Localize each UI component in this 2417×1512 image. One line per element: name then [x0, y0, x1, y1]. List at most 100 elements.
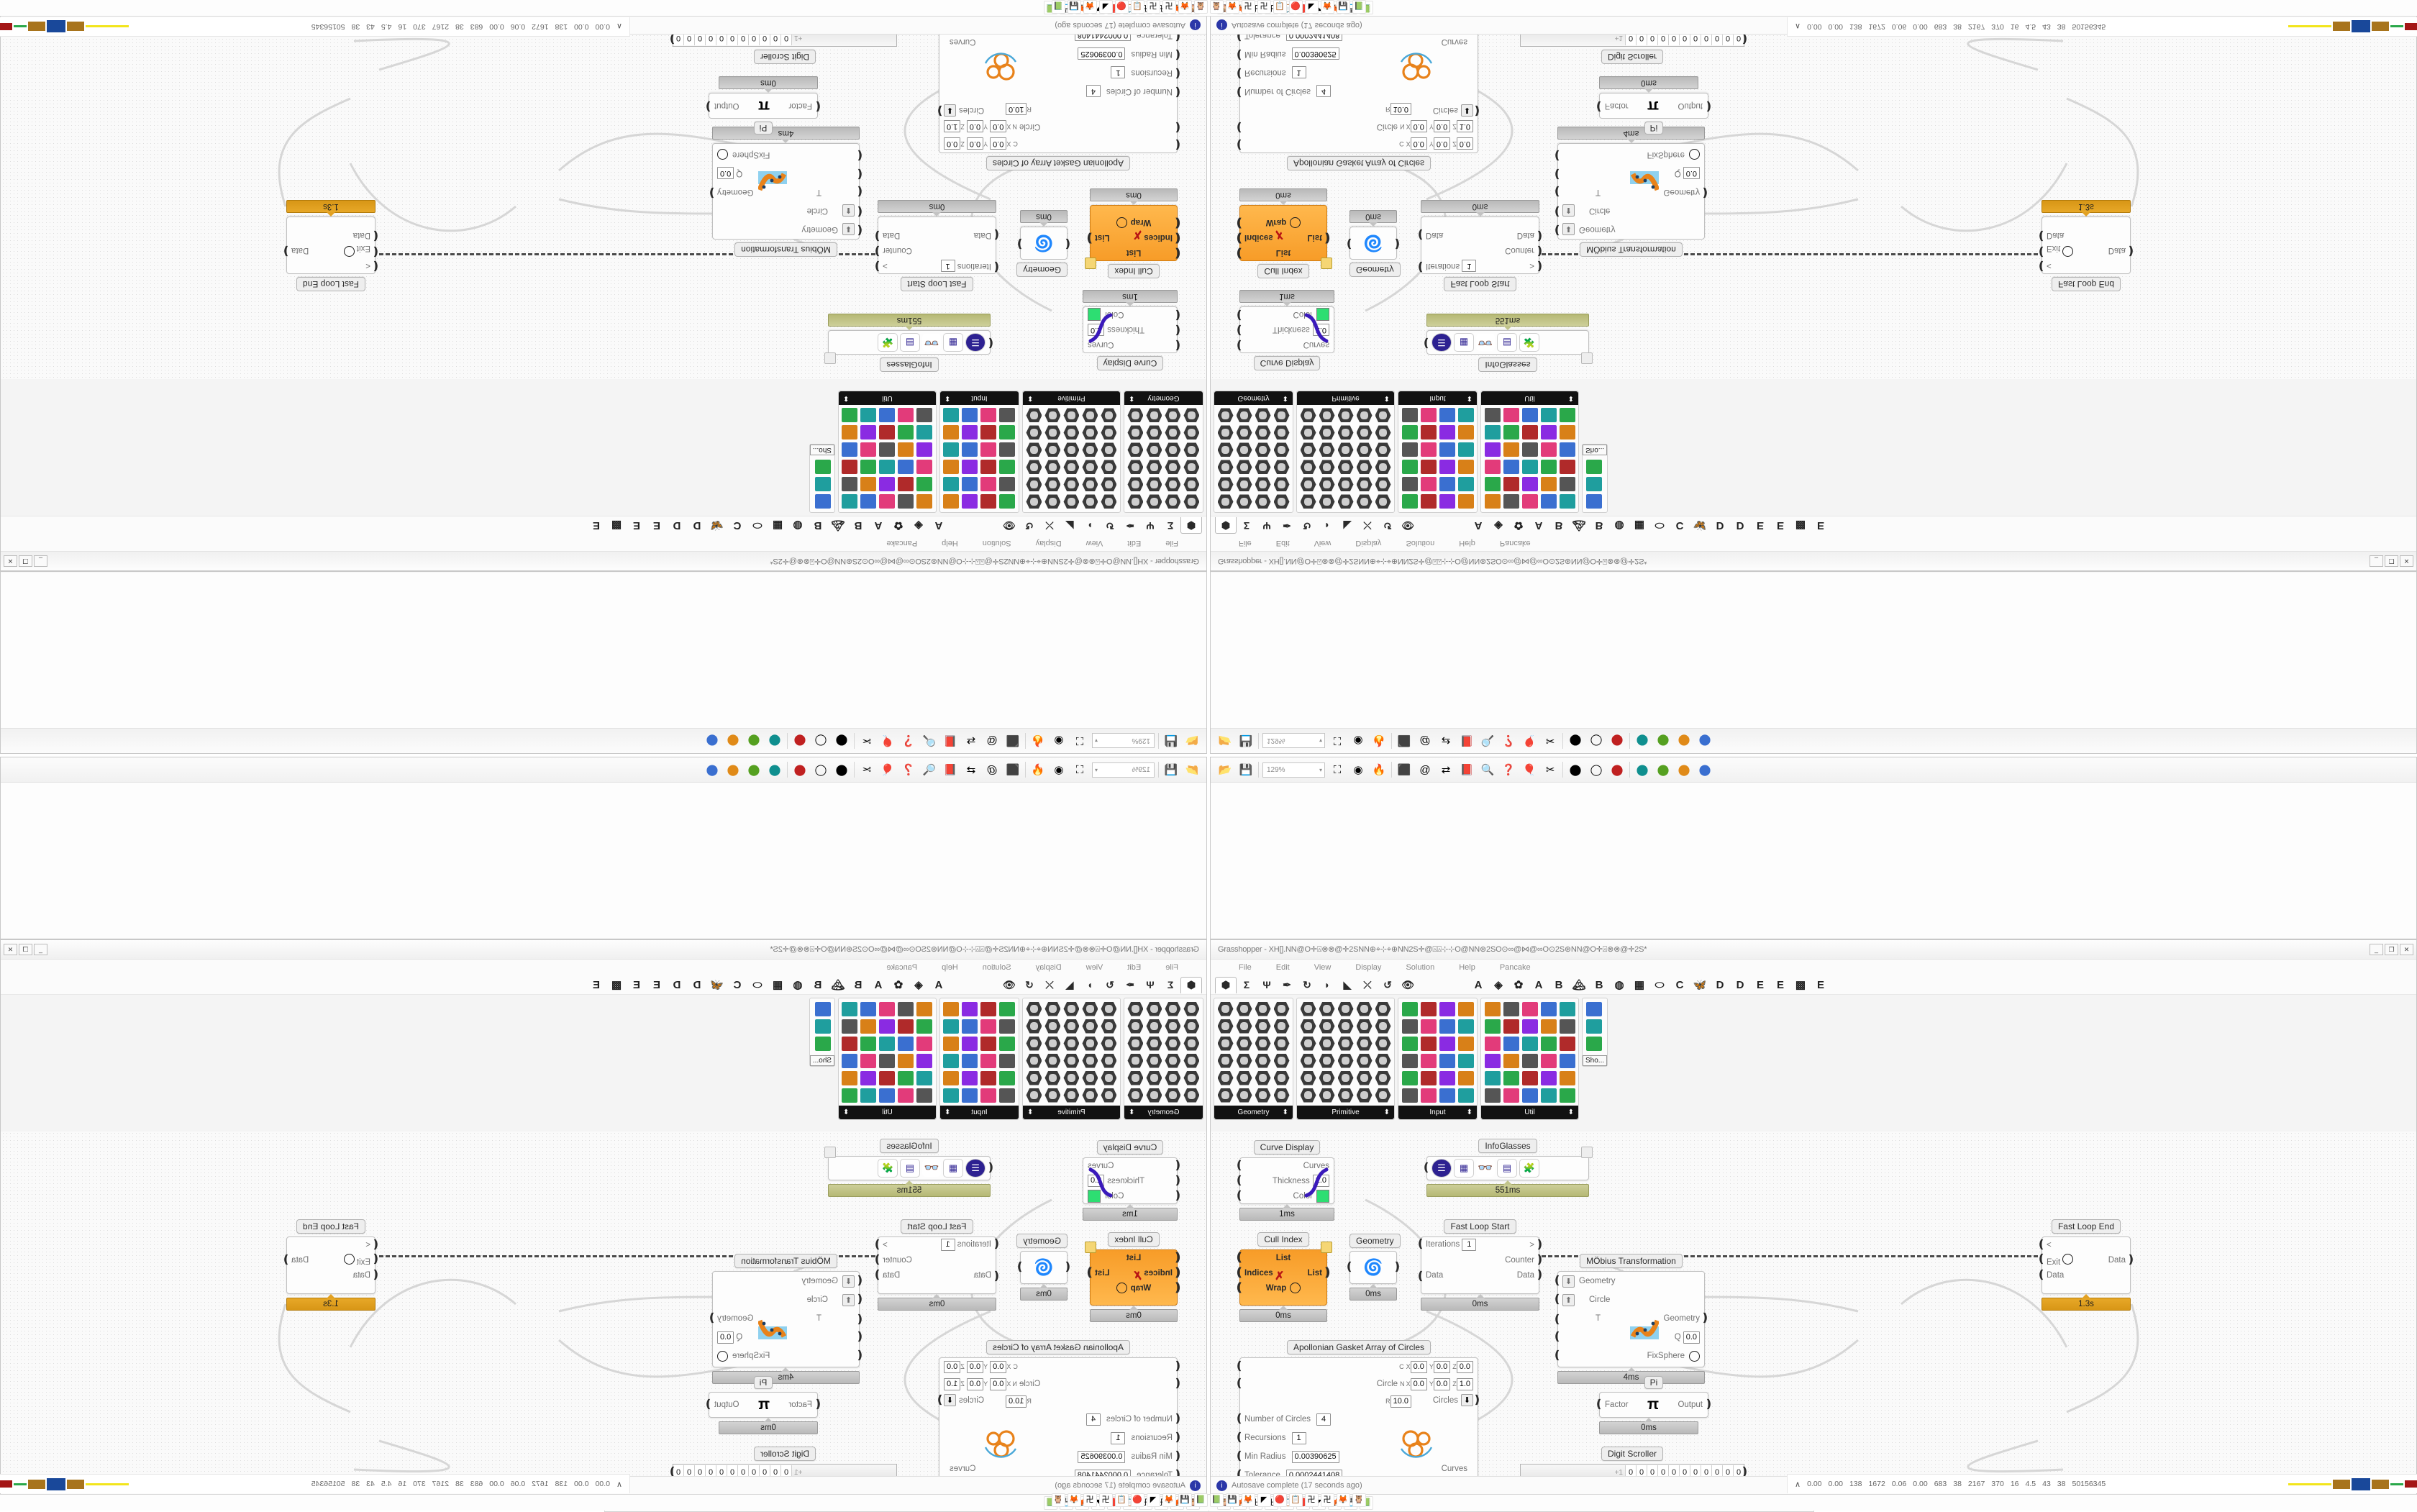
- input-port[interactable]: ❪: [1173, 309, 1183, 322]
- n-x-value[interactable]: 0.0: [990, 1377, 1007, 1390]
- maximize-button[interactable]: ❐: [19, 555, 32, 567]
- output-port[interactable]: ❫: [1015, 237, 1025, 250]
- iterations-value[interactable]: 1: [940, 1239, 955, 1251]
- at-sign-icon[interactable]: @: [986, 763, 998, 776]
- component-icon[interactable]: [841, 407, 859, 424]
- component-icon[interactable]: [1337, 1070, 1355, 1086]
- ribbon-group-11[interactable]: 🦋: [1693, 519, 1707, 532]
- component-icon[interactable]: [1062, 1001, 1080, 1017]
- ribbon-group-3[interactable]: A: [1534, 978, 1543, 991]
- ribbon-tab-7[interactable]: ⤫: [1045, 978, 1054, 990]
- component-icon[interactable]: [1318, 407, 1336, 424]
- palette-geometry[interactable]: Geometry ⬍: [1124, 998, 1203, 1120]
- component-icon[interactable]: [961, 1018, 979, 1034]
- component-icon[interactable]: [1401, 493, 1419, 510]
- component-icon[interactable]: [1044, 1087, 1062, 1103]
- component-icon[interactable]: [1183, 459, 1201, 475]
- scroller-digit-4[interactable]: 0: [1668, 1465, 1679, 1476]
- ribbon-tab-7[interactable]: ⤫: [1363, 978, 1372, 990]
- component-icon[interactable]: [1355, 1087, 1373, 1103]
- component-icon[interactable]: [1100, 407, 1118, 424]
- scissors-icon[interactable]: ✂: [862, 764, 872, 776]
- component-icon[interactable]: [814, 1035, 832, 1052]
- component-icon[interactable]: [998, 424, 1016, 441]
- component-icon[interactable]: [942, 476, 960, 493]
- floppy-green-icon[interactable]: 📗: [1209, 1493, 1224, 1507]
- fit-view-icon[interactable]: ⛶: [1333, 734, 1342, 747]
- ribbon-tab-2[interactable]: Ψ: [1262, 979, 1271, 990]
- component-icon[interactable]: [1164, 1001, 1182, 1017]
- input-port[interactable]: ❪: [1173, 48, 1183, 60]
- menu-item-solution[interactable]: Solution: [1406, 963, 1435, 972]
- component-icon[interactable]: [1254, 424, 1272, 441]
- scroller-digit-3[interactable]: 0: [1657, 35, 1668, 45]
- component-icon[interactable]: [897, 476, 915, 493]
- component-icon[interactable]: [1355, 1070, 1373, 1086]
- output-port[interactable]: ❫: [1085, 232, 1095, 245]
- field-value[interactable]: 4: [1316, 1413, 1332, 1426]
- input-port[interactable]: ❪: [1552, 1313, 1562, 1326]
- ribbon-tab-6[interactable]: ◣: [1343, 520, 1352, 532]
- book-icon[interactable]: 📕: [943, 734, 957, 747]
- arrow-down-icon[interactable]: ⬇: [1562, 223, 1575, 236]
- component-icon[interactable]: [961, 1052, 979, 1069]
- input-port[interactable]: ❪: [1234, 1251, 1244, 1264]
- purple-owl-icon[interactable]: 🦉: [1051, 1493, 1065, 1507]
- component-icon[interactable]: [1502, 1070, 1520, 1086]
- ribbon-group-2[interactable]: ✿: [1514, 519, 1524, 532]
- output-port[interactable]: ❫: [281, 245, 291, 258]
- component-icon[interactable]: [1337, 407, 1355, 424]
- component-icon[interactable]: [1483, 424, 1501, 441]
- component-icon[interactable]: [1539, 1052, 1557, 1069]
- component-icon[interactable]: [942, 442, 960, 458]
- ribbon-group-17[interactable]: E: [593, 978, 601, 991]
- component-icon[interactable]: [1438, 424, 1456, 441]
- component-icon[interactable]: [1318, 1052, 1336, 1069]
- component-icon[interactable]: [1126, 424, 1144, 441]
- n-z-value[interactable]: 1.0: [944, 120, 961, 133]
- maximize-button[interactable]: ❐: [2385, 555, 2398, 567]
- component-icon[interactable]: [1483, 1001, 1501, 1017]
- palette-expand-icon[interactable]: ⬍: [843, 394, 850, 402]
- ribbon-tab-0[interactable]: ⬢: [1180, 976, 1202, 993]
- scroller-digit-5[interactable]: 0: [1679, 35, 1690, 45]
- at-sign-icon[interactable]: @: [1419, 734, 1431, 747]
- output-port[interactable]: ❫: [1392, 1261, 1402, 1273]
- input-port[interactable]: ❪: [991, 260, 1001, 273]
- exit-toggle[interactable]: [2062, 1253, 2074, 1265]
- component-icon[interactable]: [1318, 442, 1336, 458]
- iterations-value[interactable]: 1: [940, 260, 955, 272]
- palette-geometry[interactable]: Geometry ⬍: [1214, 391, 1293, 513]
- component-icon[interactable]: [1145, 442, 1163, 458]
- color-swatch[interactable]: [1316, 1189, 1329, 1203]
- component-icon[interactable]: [1164, 442, 1182, 458]
- input-port[interactable]: ❪: [1234, 1450, 1244, 1462]
- input-port[interactable]: ❪: [1234, 1377, 1244, 1390]
- component-icon[interactable]: [1081, 1035, 1099, 1052]
- component-icon[interactable]: [860, 1001, 878, 1017]
- component-icon[interactable]: [1126, 1018, 1144, 1034]
- input-port[interactable]: ❪: [1173, 1174, 1183, 1187]
- input-port[interactable]: ❪: [1552, 1331, 1562, 1343]
- arrow-up-icon[interactable]: ⬆: [1562, 1293, 1575, 1306]
- list-lines-icon[interactable]: ☰: [965, 333, 986, 352]
- ribbon-tab-9[interactable]: 👁: [1003, 520, 1016, 532]
- component-icon[interactable]: [1183, 424, 1201, 441]
- input-port[interactable]: ❪: [1421, 1162, 1431, 1174]
- component-icon[interactable]: [1585, 1001, 1603, 1017]
- component-icon[interactable]: [961, 476, 979, 493]
- output-port[interactable]: ❫: [873, 1268, 883, 1281]
- field-value[interactable]: 1: [1111, 1431, 1126, 1444]
- field-value[interactable]: 4: [1085, 1413, 1101, 1426]
- component-icon[interactable]: [980, 1018, 998, 1034]
- ribbon-group-14[interactable]: E: [1756, 978, 1764, 991]
- ribbon-tab-8[interactable]: ↺: [1383, 978, 1392, 990]
- menu-item-view[interactable]: View: [1314, 963, 1332, 972]
- extrude-icon[interactable]: ⬛: [1397, 734, 1411, 747]
- palette-expand-icon[interactable]: ⬍: [1027, 394, 1034, 402]
- component-icon[interactable]: [1419, 1018, 1437, 1034]
- component-icon[interactable]: [1401, 1035, 1419, 1052]
- component-icon[interactable]: [1401, 1052, 1419, 1069]
